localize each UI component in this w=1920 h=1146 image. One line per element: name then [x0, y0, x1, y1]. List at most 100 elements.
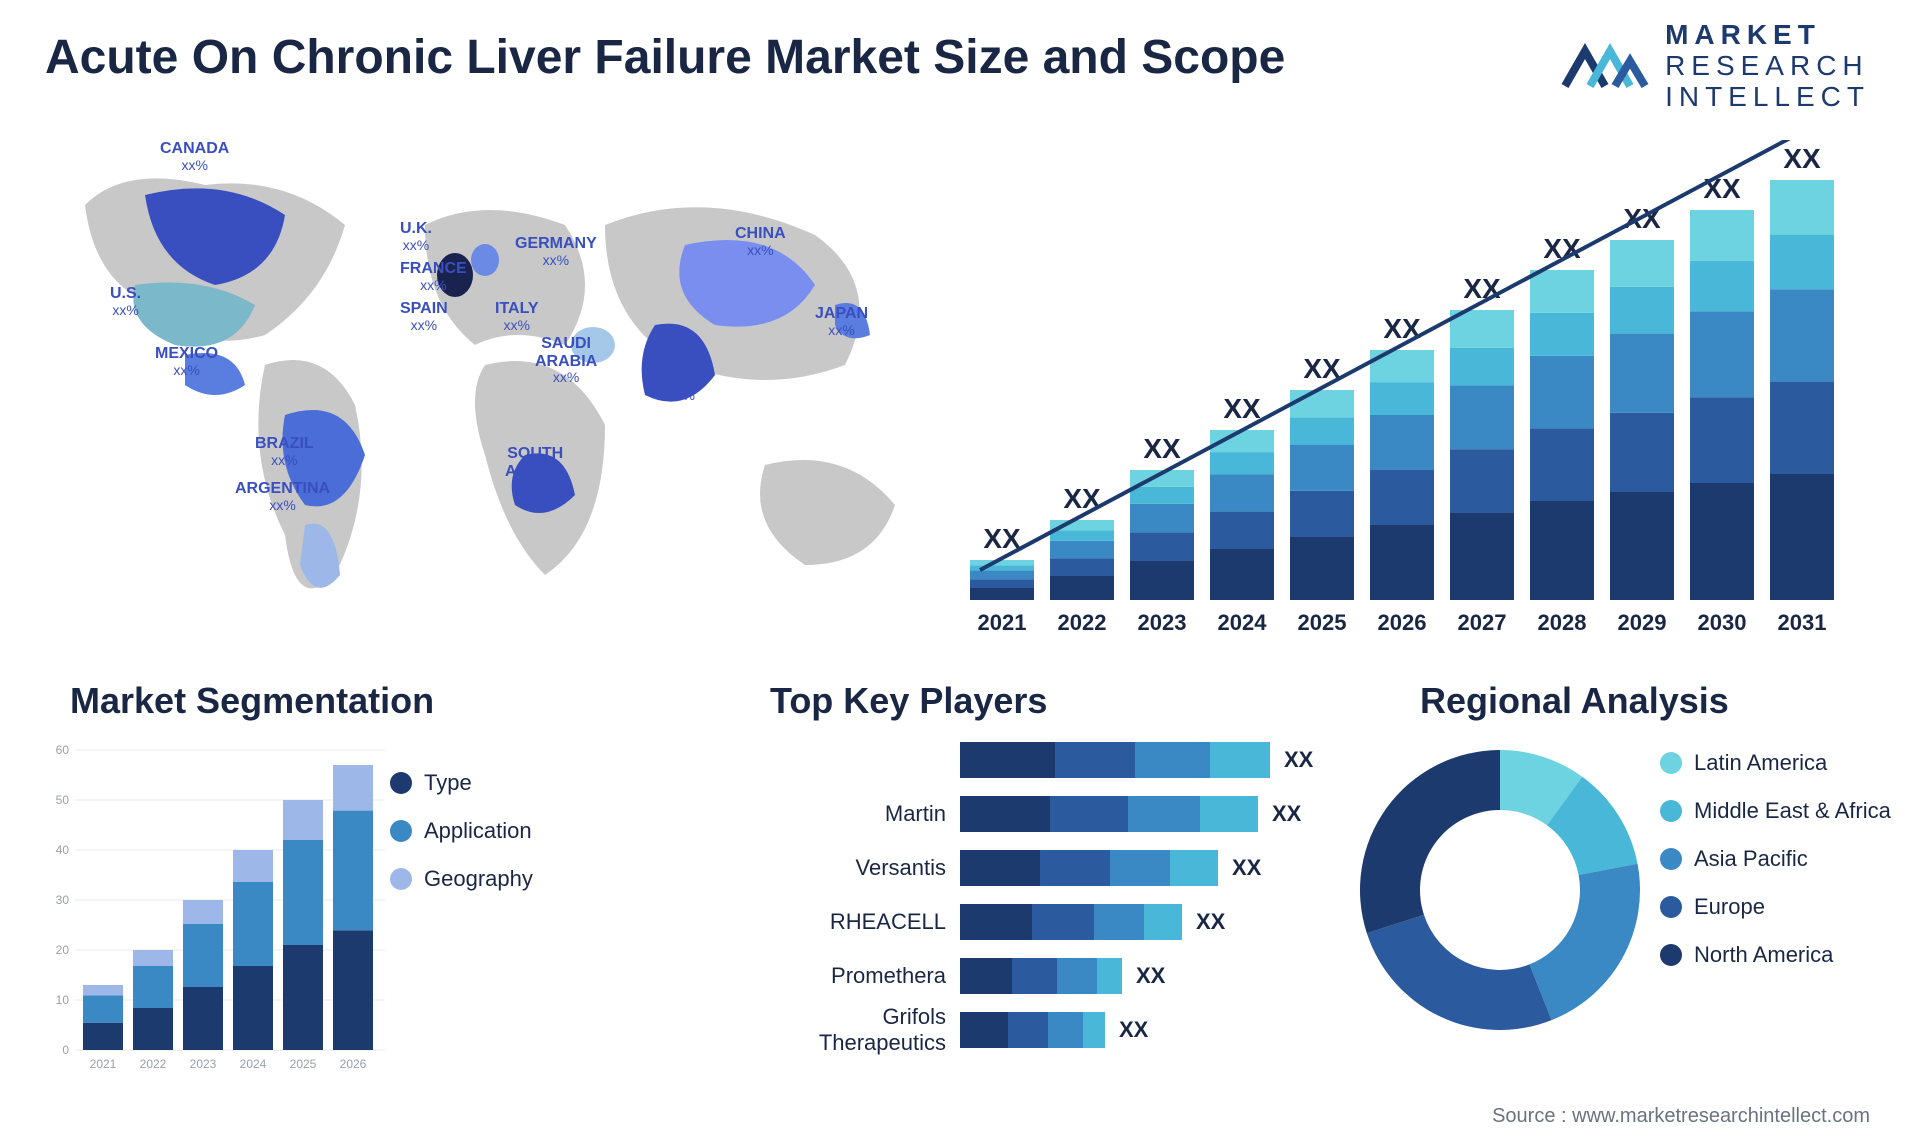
svg-text:2031: 2031: [1778, 610, 1827, 635]
player-name: Martin: [770, 801, 960, 827]
player-bar-seg: [960, 958, 1012, 994]
source-label: Source :: [1492, 1105, 1566, 1127]
player-bar-seg: [1110, 850, 1170, 886]
player-bar: [960, 850, 1218, 886]
player-bar-seg: [1144, 904, 1182, 940]
player-row: Grifols TherapeuticsXX: [770, 1010, 1330, 1050]
player-bar-seg: [1128, 796, 1200, 832]
regional-donut: [1350, 740, 1650, 1040]
svg-text:2022: 2022: [1058, 610, 1107, 635]
map-label-france: FRANCExx%: [400, 260, 467, 293]
svg-text:XX: XX: [1223, 393, 1261, 424]
player-row: Promethera XX: [770, 956, 1330, 996]
player-bar: [960, 1012, 1105, 1048]
regional-legend-item: Europe: [1660, 894, 1891, 920]
svg-text:0: 0: [62, 1043, 69, 1057]
svg-text:2026: 2026: [340, 1057, 367, 1071]
legend-label: Europe: [1694, 894, 1765, 920]
seg-legend-item: Geography: [390, 866, 533, 892]
source-url: www.marketresearchintellect.com: [1572, 1105, 1870, 1127]
player-name: Promethera: [770, 963, 960, 989]
world-map: CANADAxx%U.S.xx%MEXICOxx%BRAZILxx%ARGENT…: [45, 135, 945, 655]
svg-text:XX: XX: [1783, 143, 1821, 174]
page-title: Acute On Chronic Liver Failure Market Si…: [45, 30, 1285, 85]
player-bar-seg: [1048, 1012, 1083, 1048]
legend-dot-icon: [390, 772, 412, 794]
player-name: Grifols Therapeutics: [770, 1004, 960, 1056]
player-bar-seg: [1083, 1012, 1105, 1048]
legend-label: Application: [424, 818, 532, 844]
map-label-spain: SPAINxx%: [400, 300, 448, 333]
player-row: RHEACELL XX: [770, 902, 1330, 942]
player-bar: [960, 904, 1182, 940]
svg-text:2021: 2021: [978, 610, 1027, 635]
player-row: XX: [770, 740, 1330, 780]
svg-text:10: 10: [56, 993, 70, 1007]
player-bar-seg: [1170, 850, 1218, 886]
regional-title: Regional Analysis: [1420, 680, 1729, 722]
player-name: RHEACELL: [770, 909, 960, 935]
player-bar-seg: [960, 742, 1055, 778]
svg-text:2029: 2029: [1618, 610, 1667, 635]
svg-text:2027: 2027: [1458, 610, 1507, 635]
map-label-india: INDIAxx%: [660, 370, 704, 403]
logo-line3: INTELLECT: [1665, 82, 1870, 113]
svg-text:2024: 2024: [240, 1057, 267, 1071]
key-players-block: XXMartinXXVersantisXXRHEACELLXXPromether…: [770, 740, 1330, 1064]
player-bar-seg: [1200, 796, 1258, 832]
map-label-mexico: MEXICOxx%: [155, 345, 218, 378]
svg-text:2026: 2026: [1378, 610, 1427, 635]
player-name: Versantis: [770, 855, 960, 881]
player-bar-seg: [960, 1012, 1008, 1048]
player-value: XX: [1284, 747, 1313, 773]
player-bar: [960, 796, 1258, 832]
source-line: Source : www.marketresearchintellect.com: [1492, 1105, 1870, 1128]
legend-label: Type: [424, 770, 472, 796]
svg-text:30: 30: [56, 893, 70, 907]
brand-logo: MARKET RESEARCH INTELLECT: [1560, 20, 1870, 112]
legend-dot-icon: [1660, 944, 1682, 966]
growth-chart: XX2021XX2022XX2023XX2024XX2025XX2026XX20…: [960, 140, 1860, 640]
svg-text:XX: XX: [1143, 433, 1181, 464]
legend-dot-icon: [390, 820, 412, 842]
map-label-italy: ITALYxx%: [495, 300, 539, 333]
segmentation-legend: Type Application Geography: [390, 770, 533, 914]
regional-legend: Latin AmericaMiddle East & AfricaAsia Pa…: [1660, 750, 1891, 990]
seg-legend-item: Type: [390, 770, 533, 796]
legend-label: Geography: [424, 866, 533, 892]
legend-label: Middle East & Africa: [1694, 798, 1891, 824]
player-value: XX: [1136, 963, 1165, 989]
svg-text:XX: XX: [1703, 173, 1741, 204]
player-value: XX: [1119, 1017, 1148, 1043]
player-bar-seg: [1135, 742, 1210, 778]
svg-text:2023: 2023: [1138, 610, 1187, 635]
logo-line1: MARKET: [1665, 20, 1870, 51]
player-row: MartinXX: [770, 794, 1330, 834]
player-value: XX: [1196, 909, 1225, 935]
map-label-south-africa: SOUTHAFRICAxx%: [505, 445, 565, 496]
player-bar-seg: [960, 904, 1032, 940]
map-label-china: CHINAxx%: [735, 225, 786, 258]
regional-legend-item: North America: [1660, 942, 1891, 968]
player-bar-seg: [1094, 904, 1144, 940]
player-bar-seg: [1055, 742, 1135, 778]
player-row: VersantisXX: [770, 848, 1330, 888]
svg-text:2021: 2021: [90, 1057, 117, 1071]
player-bar: [960, 958, 1122, 994]
legend-dot-icon: [1660, 896, 1682, 918]
map-label-saudi-arabia: SAUDIARABIAxx%: [535, 335, 597, 386]
player-bar-seg: [1008, 1012, 1048, 1048]
svg-text:2030: 2030: [1698, 610, 1747, 635]
legend-label: Asia Pacific: [1694, 846, 1808, 872]
svg-text:2022: 2022: [140, 1057, 167, 1071]
legend-dot-icon: [390, 868, 412, 890]
player-bar-seg: [1050, 796, 1128, 832]
segmentation-title: Market Segmentation: [70, 680, 434, 722]
legend-label: North America: [1694, 942, 1833, 968]
regional-legend-item: Middle East & Africa: [1660, 798, 1891, 824]
map-label-argentina: ARGENTINAxx%: [235, 480, 330, 513]
map-label-canada: CANADAxx%: [160, 140, 229, 173]
seg-legend-item: Application: [390, 818, 533, 844]
map-label-u-k-: U.K.xx%: [400, 220, 432, 253]
svg-text:20: 20: [56, 943, 70, 957]
